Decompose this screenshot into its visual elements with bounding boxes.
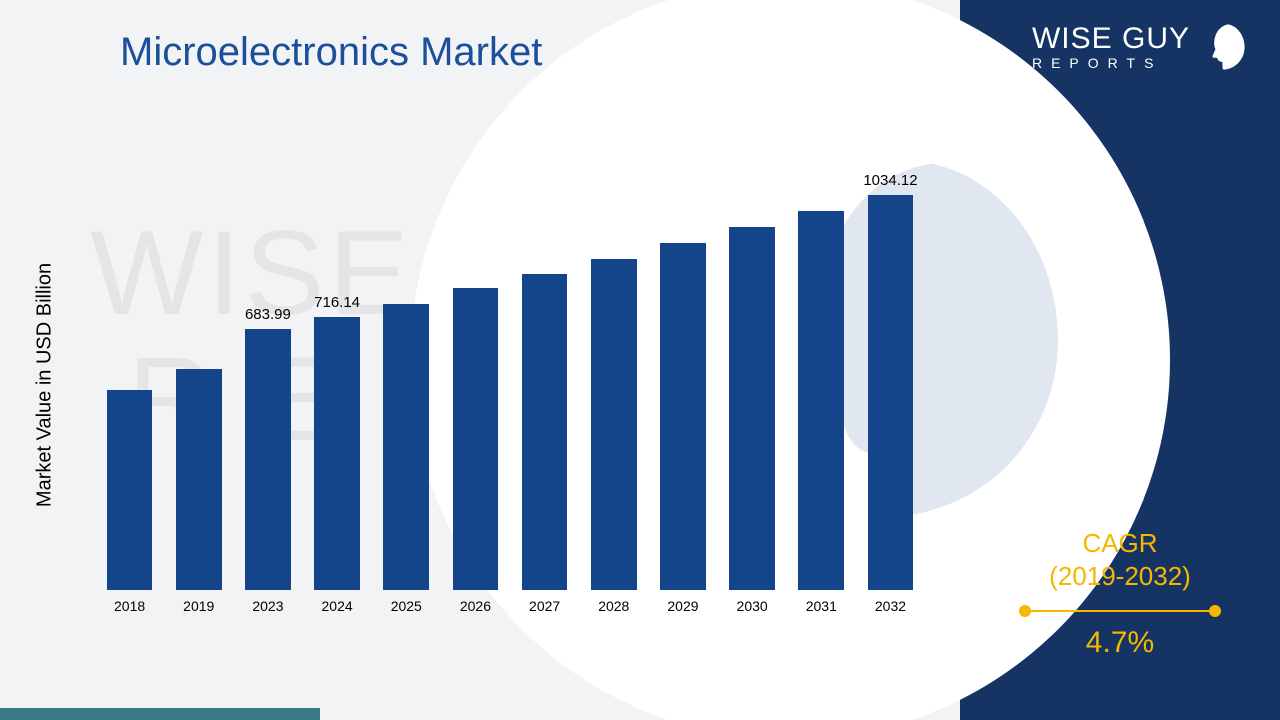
bar-slot: 716.142024 bbox=[303, 170, 372, 590]
x-tick-label: 2025 bbox=[391, 598, 422, 614]
bar-slot: 2025 bbox=[372, 170, 441, 590]
bar bbox=[314, 317, 360, 590]
bar-slot: 2030 bbox=[718, 170, 787, 590]
bar-slot: 1034.122032 bbox=[856, 170, 925, 590]
x-tick-label: 2019 bbox=[183, 598, 214, 614]
bar bbox=[868, 195, 914, 590]
bar bbox=[660, 243, 706, 590]
bar bbox=[453, 288, 499, 590]
bar-value-label: 1034.12 bbox=[863, 172, 917, 189]
plot-area: 20182019683.992023716.142024202520262027… bbox=[95, 170, 925, 590]
bar bbox=[729, 227, 775, 590]
x-tick-label: 2023 bbox=[252, 598, 283, 614]
x-tick-label: 2032 bbox=[875, 598, 906, 614]
bar-slot: 2018 bbox=[95, 170, 164, 590]
bar bbox=[522, 274, 568, 590]
bar-slot: 2026 bbox=[441, 170, 510, 590]
bar-value-label: 716.14 bbox=[314, 294, 360, 311]
bar-slot: 683.992023 bbox=[233, 170, 302, 590]
bar-slot: 2029 bbox=[648, 170, 717, 590]
bar-slot: 2019 bbox=[164, 170, 233, 590]
bar bbox=[107, 390, 153, 590]
x-tick-label: 2024 bbox=[322, 598, 353, 614]
bar-slot: 2031 bbox=[787, 170, 856, 590]
x-tick-label: 2029 bbox=[667, 598, 698, 614]
bar-slot: 2027 bbox=[510, 170, 579, 590]
bar bbox=[176, 369, 222, 590]
cagr-divider-icon bbox=[1025, 610, 1215, 612]
cagr-period: (2019-2032) bbox=[1000, 561, 1240, 592]
x-tick-label: 2018 bbox=[114, 598, 145, 614]
cagr-block: CAGR (2019-2032) 4.7% bbox=[1000, 528, 1240, 660]
x-tick-label: 2031 bbox=[806, 598, 837, 614]
logo-line2: REPORTS bbox=[1032, 56, 1162, 70]
x-tick-label: 2028 bbox=[598, 598, 629, 614]
logo-head-icon bbox=[1196, 20, 1250, 74]
x-tick-label: 2027 bbox=[529, 598, 560, 614]
x-tick-label: 2030 bbox=[737, 598, 768, 614]
bar-chart: Market Value in USD Billion 20182019683.… bbox=[55, 150, 925, 620]
cagr-value: 4.7% bbox=[1000, 626, 1240, 660]
bottom-accent-strip bbox=[0, 708, 320, 720]
bar bbox=[798, 211, 844, 590]
y-axis-label: Market Value in USD Billion bbox=[34, 263, 57, 507]
bar bbox=[245, 329, 291, 590]
bar bbox=[383, 304, 429, 590]
logo: WISE GUY REPORTS bbox=[1032, 20, 1250, 74]
chart-title: Microelectronics Market bbox=[120, 30, 542, 75]
bar-slot: 2028 bbox=[579, 170, 648, 590]
bar bbox=[591, 259, 637, 590]
cagr-label: CAGR bbox=[1000, 528, 1240, 559]
x-tick-label: 2026 bbox=[460, 598, 491, 614]
bar-value-label: 683.99 bbox=[245, 306, 291, 323]
logo-line1: WISE GUY bbox=[1032, 24, 1190, 54]
